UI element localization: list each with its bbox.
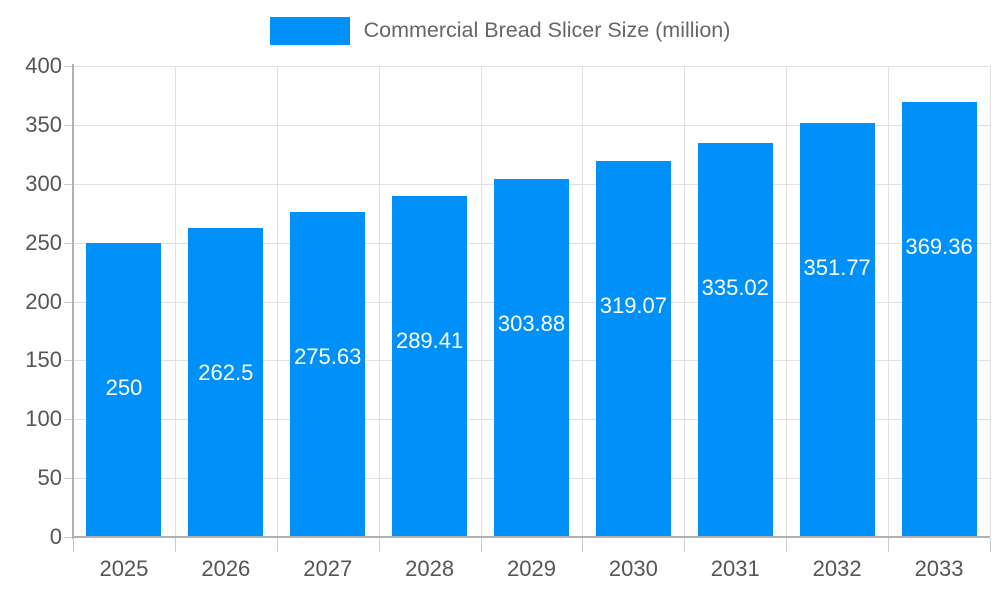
y-axis-tick-label: 0	[49, 524, 62, 549]
bar-2033[interactable]	[901, 102, 977, 537]
x-axis-tick-mark	[990, 538, 991, 552]
y-axis-tick-labels: 0 50 100 150 200 250 300 350 400	[0, 0, 72, 600]
x-axis-tick-mark	[684, 538, 686, 552]
x-axis-tick-label: 2029	[507, 556, 556, 581]
gridline-vertical	[582, 66, 583, 537]
bar-2029[interactable]	[494, 179, 569, 537]
bar-value-label: 250	[105, 374, 143, 400]
x-axis-tick-label: 2032	[812, 556, 862, 581]
y-axis-tick-label: 400	[25, 53, 62, 78]
bar-2028[interactable]	[392, 196, 468, 537]
y-axis-tick-mark	[64, 537, 72, 538]
gridline-vertical	[888, 66, 889, 537]
x-axis-tick-mark	[276, 538, 278, 552]
gridline-vertical	[481, 66, 482, 537]
x-axis-tick-mark	[582, 538, 584, 552]
y-axis-tick-mark	[64, 242, 72, 244]
gridline-horizontal	[73, 66, 990, 67]
x-axis-tick-mark	[378, 538, 380, 552]
bar-value-label: 275.63	[294, 344, 362, 370]
x-axis-tick-label: 2028	[405, 556, 455, 581]
y-axis-tick-mark	[64, 419, 72, 421]
plot-area: 250 262.5 275.63 289.41 303.88 319.07 335.02 35…	[73, 66, 991, 538]
bar-value-label: 351.77	[803, 254, 871, 280]
x-axis-tick-mark	[73, 538, 74, 552]
gridline-vertical	[379, 66, 380, 537]
x-axis-tick-label: 2031	[710, 556, 760, 581]
bar-2025[interactable]	[86, 242, 162, 537]
gridline-vertical	[786, 66, 787, 537]
legend-item-commercial-bread-slicer-size[interactable]: Commercial Bread Slicer Size (million)	[269, 17, 731, 45]
gridline-horizontal	[73, 124, 990, 126]
x-axis-tick-mark	[480, 538, 482, 552]
y-axis-tick-mark	[64, 66, 72, 67]
y-axis-tick-label: 200	[25, 288, 62, 314]
y-axis-tick-mark	[64, 478, 72, 480]
y-axis-tick-label: 150	[25, 347, 62, 373]
bar-2032[interactable]	[799, 122, 875, 537]
gridline-vertical	[990, 66, 991, 537]
bar-value-label: 369.36	[905, 234, 973, 260]
gridline-vertical	[684, 66, 685, 537]
gridline-vertical	[175, 66, 176, 537]
gridline-vertical	[277, 66, 278, 537]
y-axis-tick-mark	[64, 183, 72, 185]
x-axis-line	[72, 536, 990, 538]
x-axis-tick-label: 2033	[914, 556, 964, 581]
x-axis-tick-mark	[174, 538, 176, 552]
y-axis-tick-label: 250	[25, 229, 62, 255]
bar-2027[interactable]	[290, 212, 366, 537]
bar-2030[interactable]	[595, 161, 671, 537]
bar-2026[interactable]	[188, 227, 264, 537]
y-axis-tick-label: 100	[25, 406, 62, 432]
y-axis-tick-mark	[64, 301, 72, 303]
bar-value-label: 319.07	[599, 293, 668, 319]
y-axis-tick-label: 50	[37, 465, 62, 491]
y-axis-tick-label: 350	[25, 111, 62, 137]
bar-value-label: 262.5	[198, 359, 254, 385]
bar-2031[interactable]	[697, 142, 773, 537]
legend-color-swatch-icon	[269, 17, 350, 45]
x-axis-tick-label: 2025	[99, 556, 149, 581]
y-axis-tick-label: 300	[25, 170, 62, 196]
bar-value-label: 335.02	[701, 274, 769, 300]
x-axis-tick-label: 2026	[201, 556, 251, 581]
legend-item-label: Commercial Bread Slicer Size (million)	[363, 18, 731, 43]
bar-value-label: 303.88	[497, 311, 566, 337]
x-axis-tick-mark	[888, 538, 890, 552]
bar-value-label: 289.41	[395, 328, 464, 354]
y-axis-line	[72, 64, 74, 539]
chart-legend: Commercial Bread Slicer Size (million)	[0, 10, 1000, 52]
y-axis-tick-mark	[64, 360, 72, 362]
x-axis-tick-mark	[786, 538, 788, 552]
y-axis-tick-mark	[64, 124, 72, 126]
x-axis-tick-label: 2027	[303, 556, 353, 581]
x-axis-tick-label: 2030	[608, 556, 658, 581]
